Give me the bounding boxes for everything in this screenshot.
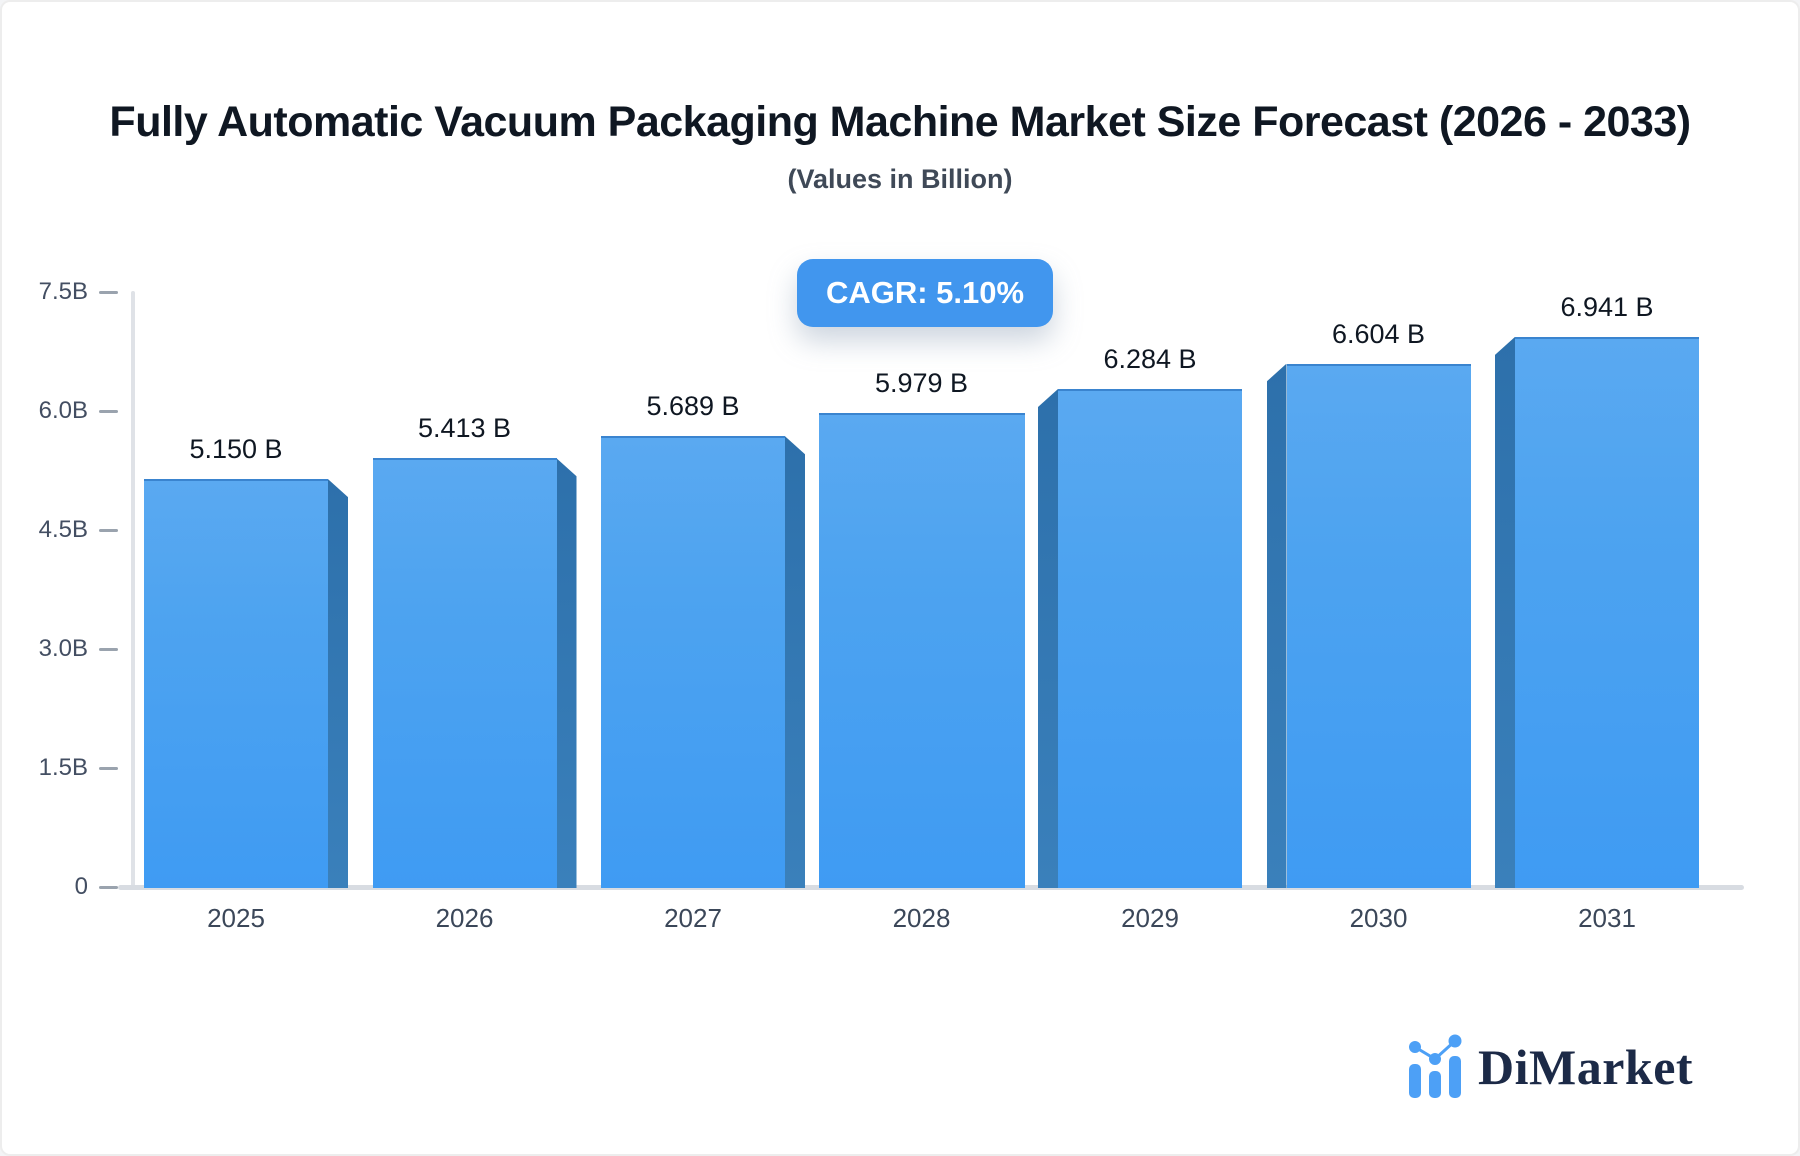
y-tick-label-1.5B: 1.5B xyxy=(38,753,88,781)
bar-side-2030 xyxy=(1266,363,1287,888)
value-label-2028: 5.979 B xyxy=(874,368,969,399)
bar-2025[interactable] xyxy=(144,479,328,888)
bar-side-2025 xyxy=(328,479,348,888)
bar-line-chart-icon xyxy=(1409,1034,1462,1098)
y-tick-mark-6.0B xyxy=(99,409,118,413)
y-axis-line xyxy=(131,291,135,888)
x-axis-label-2030: 2030 xyxy=(1349,903,1408,933)
y-tick-mark-3.0B xyxy=(99,647,118,651)
bar-2031[interactable] xyxy=(1515,336,1699,888)
value-label-2030: 6.604 B xyxy=(1331,318,1426,349)
x-axis-label-2027: 2027 xyxy=(664,903,722,933)
bar-side-2031 xyxy=(1495,336,1515,888)
bar-2027[interactable] xyxy=(601,436,785,888)
y-tick-label-0: 0 xyxy=(74,873,88,900)
x-axis-label-2025: 2025 xyxy=(207,903,265,933)
y-tick-label-6.0B: 6.0B xyxy=(38,396,88,424)
brand-logo-text: DiMarket xyxy=(1478,1039,1694,1095)
bar-2026[interactable] xyxy=(372,458,557,888)
x-axis-label-2029: 2029 xyxy=(1121,903,1179,933)
value-label-2031: 6.941 B xyxy=(1560,291,1654,322)
y-tick-mark-4.5B xyxy=(99,528,118,532)
x-axis-label-2031: 2031 xyxy=(1578,903,1636,933)
chart-subtitle: (Values in Billion) xyxy=(787,164,1013,194)
bar-2028[interactable] xyxy=(818,413,1025,888)
y-tick-label-7.5B: 7.5B xyxy=(38,277,88,305)
value-label-2025: 5.150 B xyxy=(189,434,283,465)
y-tick-mark-1.5B xyxy=(99,766,118,770)
value-label-2026: 5.413 B xyxy=(417,413,512,444)
chart-title: Fully Automatic Vacuum Packaging Machine… xyxy=(109,98,1691,146)
value-label-2027: 5.689 B xyxy=(646,391,740,422)
cagr-badge-label: CAGR: 5.10% xyxy=(825,275,1025,310)
y-tick-label-4.5B: 4.5B xyxy=(38,515,88,543)
bar-side-2027 xyxy=(785,436,805,888)
brand-logo: DiMarket xyxy=(1406,1034,1693,1100)
bar-side-2029 xyxy=(1038,389,1058,888)
bar-2029[interactable] xyxy=(1058,389,1242,888)
y-tick-mark-0 xyxy=(99,886,118,889)
bar-2030[interactable] xyxy=(1286,363,1471,888)
y-tick-label-3.0B: 3.0B xyxy=(38,634,88,662)
x-axis-label-2026: 2026 xyxy=(435,903,494,933)
cagr-badge: CAGR: 5.10% xyxy=(797,259,1053,327)
y-tick-mark-7.5B xyxy=(99,290,118,294)
x-axis-label-2028: 2028 xyxy=(892,903,951,933)
bar-side-2026 xyxy=(556,458,577,888)
value-label-2029: 6.284 B xyxy=(1103,344,1197,375)
